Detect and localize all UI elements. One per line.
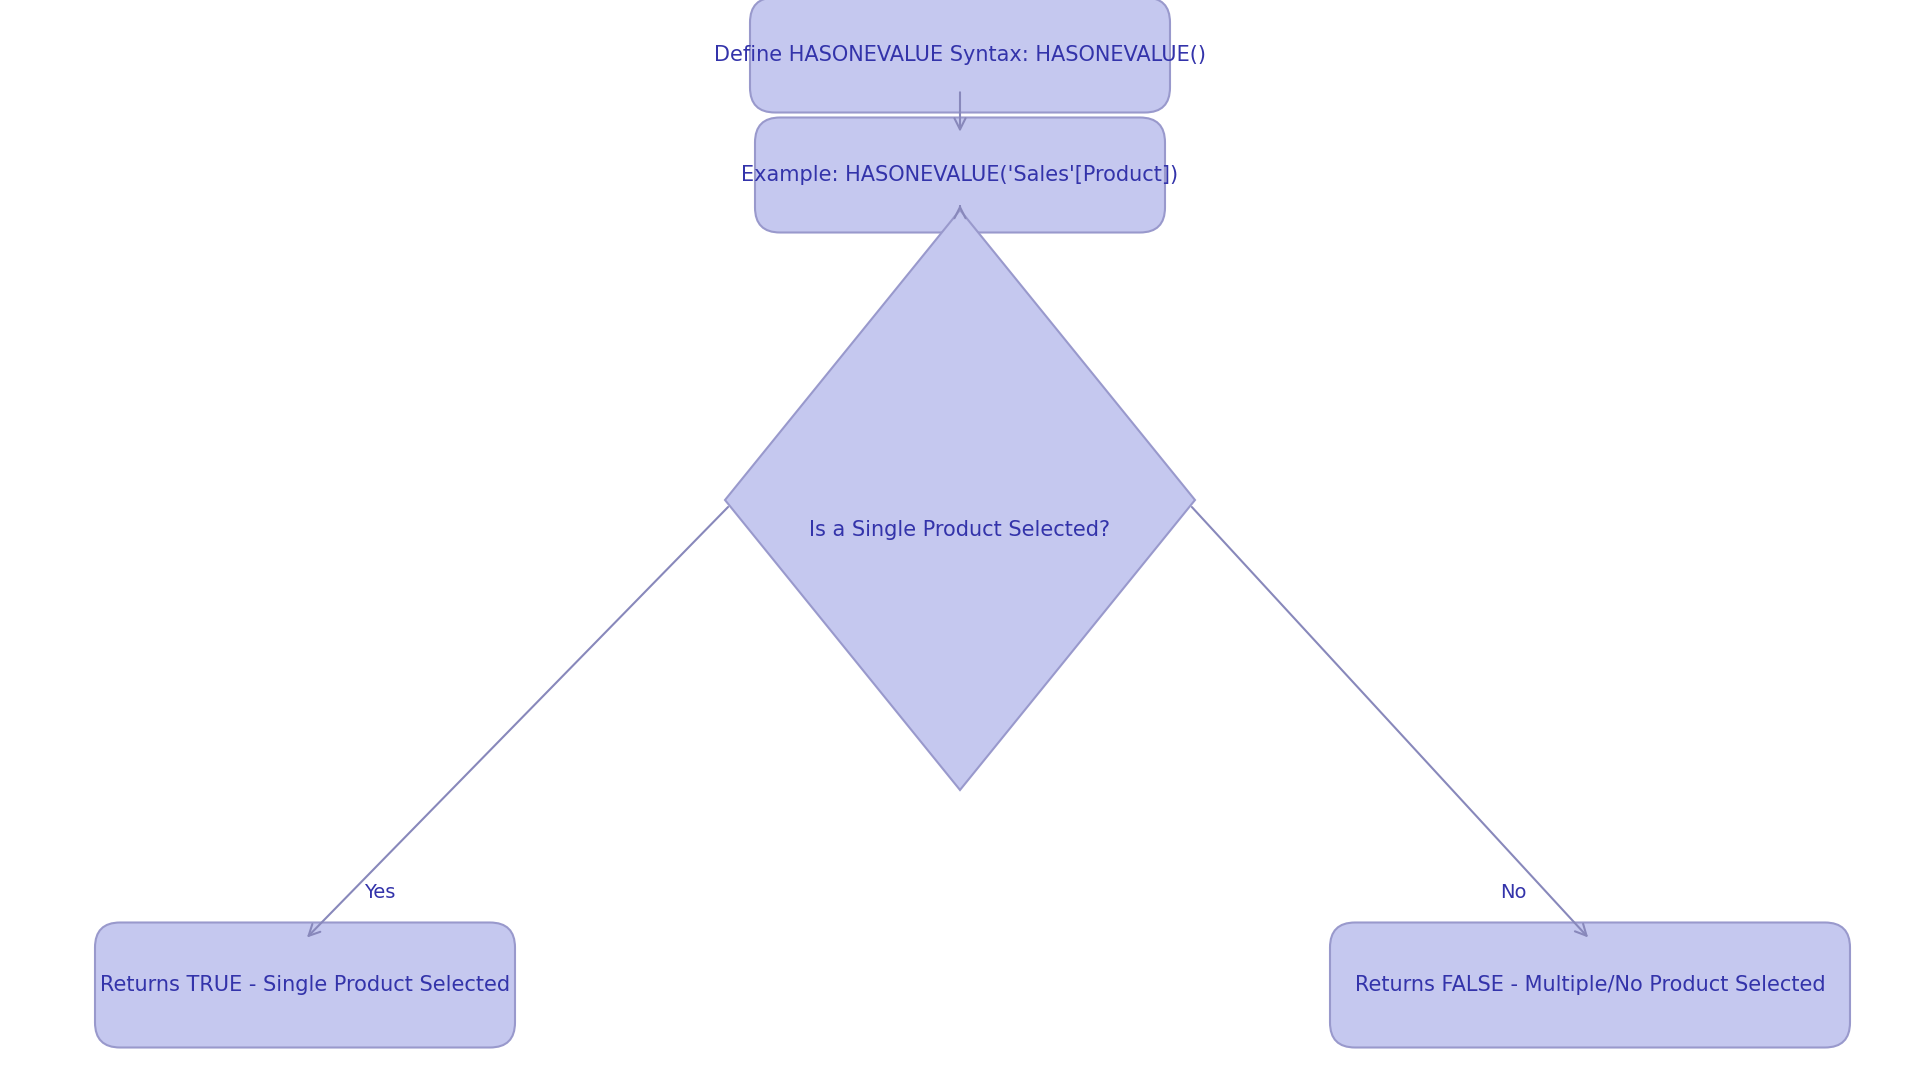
FancyBboxPatch shape <box>755 117 1165 233</box>
Text: Yes: Yes <box>363 883 396 902</box>
Text: No: No <box>1500 883 1526 902</box>
FancyBboxPatch shape <box>1331 923 1851 1047</box>
Polygon shape <box>726 210 1194 790</box>
FancyBboxPatch shape <box>94 923 515 1047</box>
Text: Example: HASONEVALUE('Sales'[Product]): Example: HASONEVALUE('Sales'[Product]) <box>741 165 1179 185</box>
Text: Returns FALSE - Multiple/No Product Selected: Returns FALSE - Multiple/No Product Sele… <box>1356 975 1826 995</box>
Text: Define HASONEVALUE Syntax: HASONEVALUE(): Define HASONEVALUE Syntax: HASONEVALUE() <box>714 45 1206 65</box>
Text: Returns TRUE - Single Product Selected: Returns TRUE - Single Product Selected <box>100 975 511 995</box>
FancyBboxPatch shape <box>751 0 1169 113</box>
Text: Is a Single Product Selected?: Is a Single Product Selected? <box>810 520 1110 540</box>
